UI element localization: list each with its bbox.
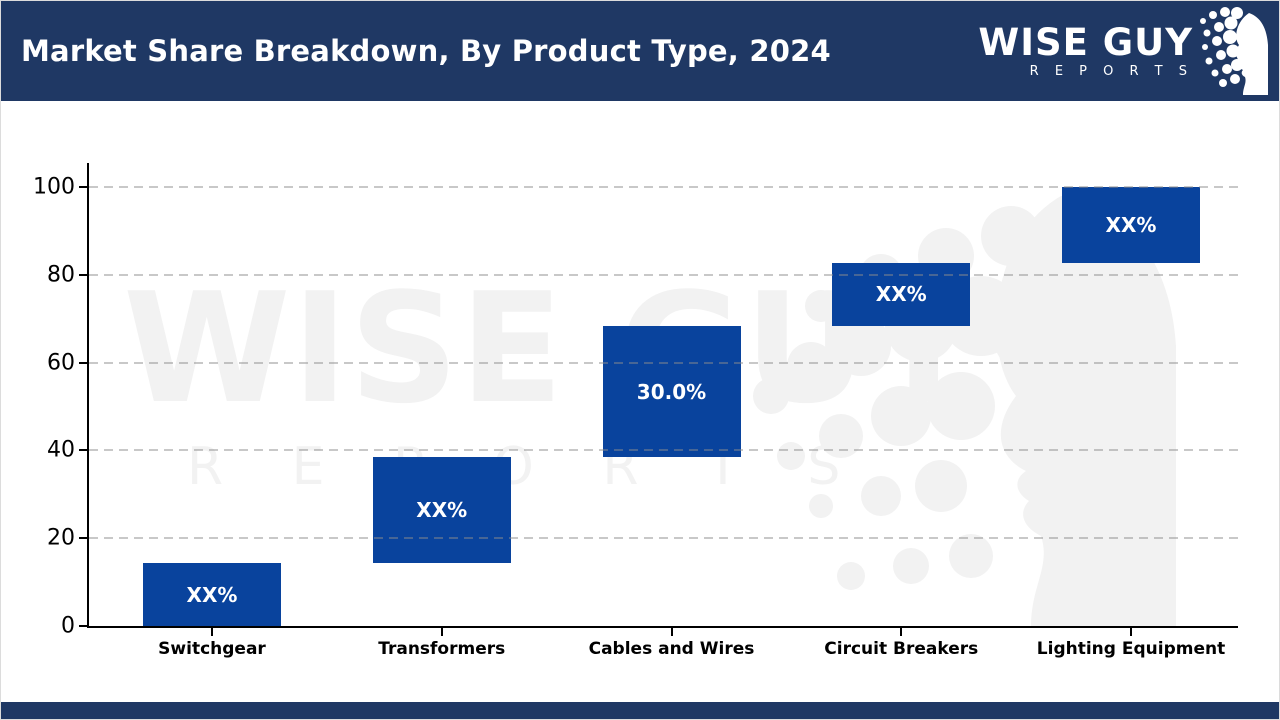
grid-line — [89, 273, 1238, 276]
bar-value-label: XX% — [416, 498, 468, 523]
x-tick-mark — [1130, 628, 1132, 636]
x-tick-mark — [440, 628, 443, 636]
y-tick-label: 100 — [33, 174, 75, 200]
y-tick-mark — [79, 537, 87, 540]
x-tick-mark — [211, 628, 213, 636]
y-tick-label: 20 — [47, 525, 75, 551]
grid-line — [89, 361, 1238, 364]
y-axis-line — [87, 163, 89, 628]
logo-text: WISE GUY R E P O R T S — [978, 24, 1193, 79]
bar — [602, 325, 741, 458]
bar — [372, 457, 511, 564]
y-tick-label: 60 — [47, 350, 75, 376]
x-category-label: Circuit Breakers — [824, 639, 979, 659]
logo-face-icon — [1200, 7, 1268, 95]
grid-line — [89, 537, 1238, 540]
bar-value-label: 30.0% — [636, 379, 707, 404]
grid-line — [89, 449, 1238, 452]
y-tick-label: 40 — [47, 437, 75, 463]
x-category-label: Transformers — [378, 639, 506, 659]
y-tick-mark — [79, 625, 87, 627]
y-tick-mark — [79, 186, 87, 188]
y-tick-mark — [79, 361, 87, 364]
bar — [143, 563, 281, 626]
x-axis-line — [87, 626, 1238, 628]
logo-subtext: R E P O R T S — [1029, 63, 1193, 79]
page-title: Market Share Breakdown, By Product Type,… — [21, 34, 831, 68]
bar-value-label: XX% — [186, 582, 238, 607]
bar-value-label: XX% — [1105, 212, 1157, 237]
bar-value-label: XX% — [875, 282, 927, 307]
footer-bar — [1, 702, 1279, 719]
y-tick-label: 80 — [47, 262, 75, 288]
y-tick-mark — [79, 273, 87, 276]
header-bar: Market Share Breakdown, By Product Type,… — [1, 1, 1279, 101]
x-tick-mark — [670, 628, 673, 636]
logo-wordmark: WISE GUY — [978, 20, 1193, 64]
wise-guy-logo: WISE GUY R E P O R T S — [978, 7, 1271, 95]
x-category-label: Lighting Equipment — [1036, 639, 1226, 659]
y-tick-label: 0 — [61, 613, 75, 639]
x-category-label: Switchgear — [158, 639, 266, 659]
x-tick-mark — [900, 628, 903, 636]
y-tick-mark — [79, 449, 87, 452]
x-category-label: Cables and Wires — [588, 639, 755, 659]
grid-line — [89, 186, 1238, 188]
